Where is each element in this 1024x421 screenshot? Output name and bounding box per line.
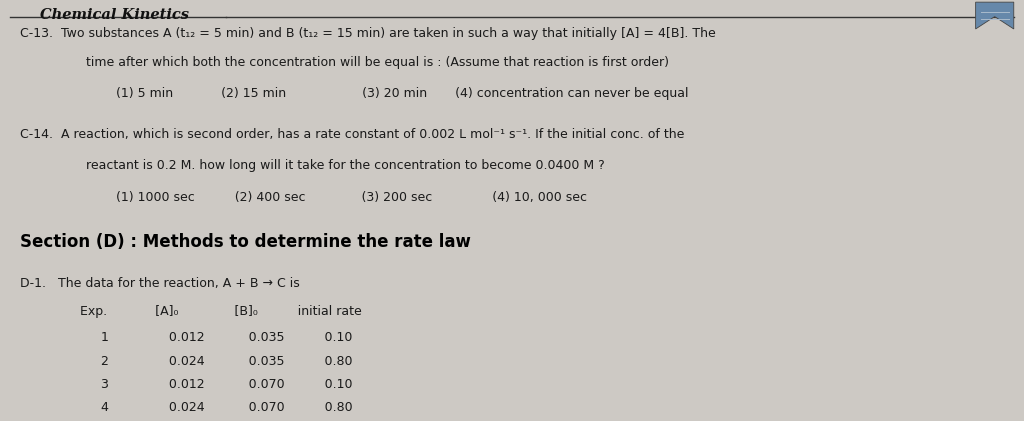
Text: 4               0.024           0.070          0.80: 4 0.024 0.070 0.80	[100, 401, 352, 414]
Text: D-1.   The data for the reaction, A + B → C is: D-1. The data for the reaction, A + B → …	[20, 277, 300, 290]
Text: C-13.  Two substances A (t₁₂ = 5 min) and B (t₁₂ = 15 min) are taken in such a w: C-13. Two substances A (t₁₂ = 5 min) and…	[20, 27, 716, 40]
Text: Section (D) : Methods to determine the rate law: Section (D) : Methods to determine the r…	[20, 233, 471, 251]
Text: reactant is 0.2 M. how long will it take for the concentration to become 0.0400 : reactant is 0.2 M. how long will it take…	[85, 159, 604, 172]
Text: Chemical Kinetics: Chemical Kinetics	[40, 8, 189, 22]
Text: 2               0.024           0.035          0.80: 2 0.024 0.035 0.80	[100, 355, 352, 368]
Text: Exp.            [A]₀              [B]₀          initial rate: Exp. [A]₀ [B]₀ initial rate	[81, 304, 362, 317]
Text: 3               0.012           0.070          0.10: 3 0.012 0.070 0.10	[100, 378, 352, 392]
Text: C-14.  A reaction, which is second order, has a rate constant of 0.002 L mol⁻¹ s: C-14. A reaction, which is second order,…	[20, 128, 685, 141]
Text: time after which both the concentration will be equal is : (Assume that reaction: time after which both the concentration …	[85, 56, 669, 69]
Text: (1) 1000 sec          (2) 400 sec              (3) 200 sec               (4) 10,: (1) 1000 sec (2) 400 sec (3) 200 sec (4)…	[116, 191, 587, 204]
Text: (1) 5 min            (2) 15 min                   (3) 20 min       (4) concentra: (1) 5 min (2) 15 min (3) 20 min (4) conc…	[116, 87, 688, 100]
Text: 1               0.012           0.035          0.10: 1 0.012 0.035 0.10	[100, 331, 352, 344]
Polygon shape	[976, 2, 1014, 29]
